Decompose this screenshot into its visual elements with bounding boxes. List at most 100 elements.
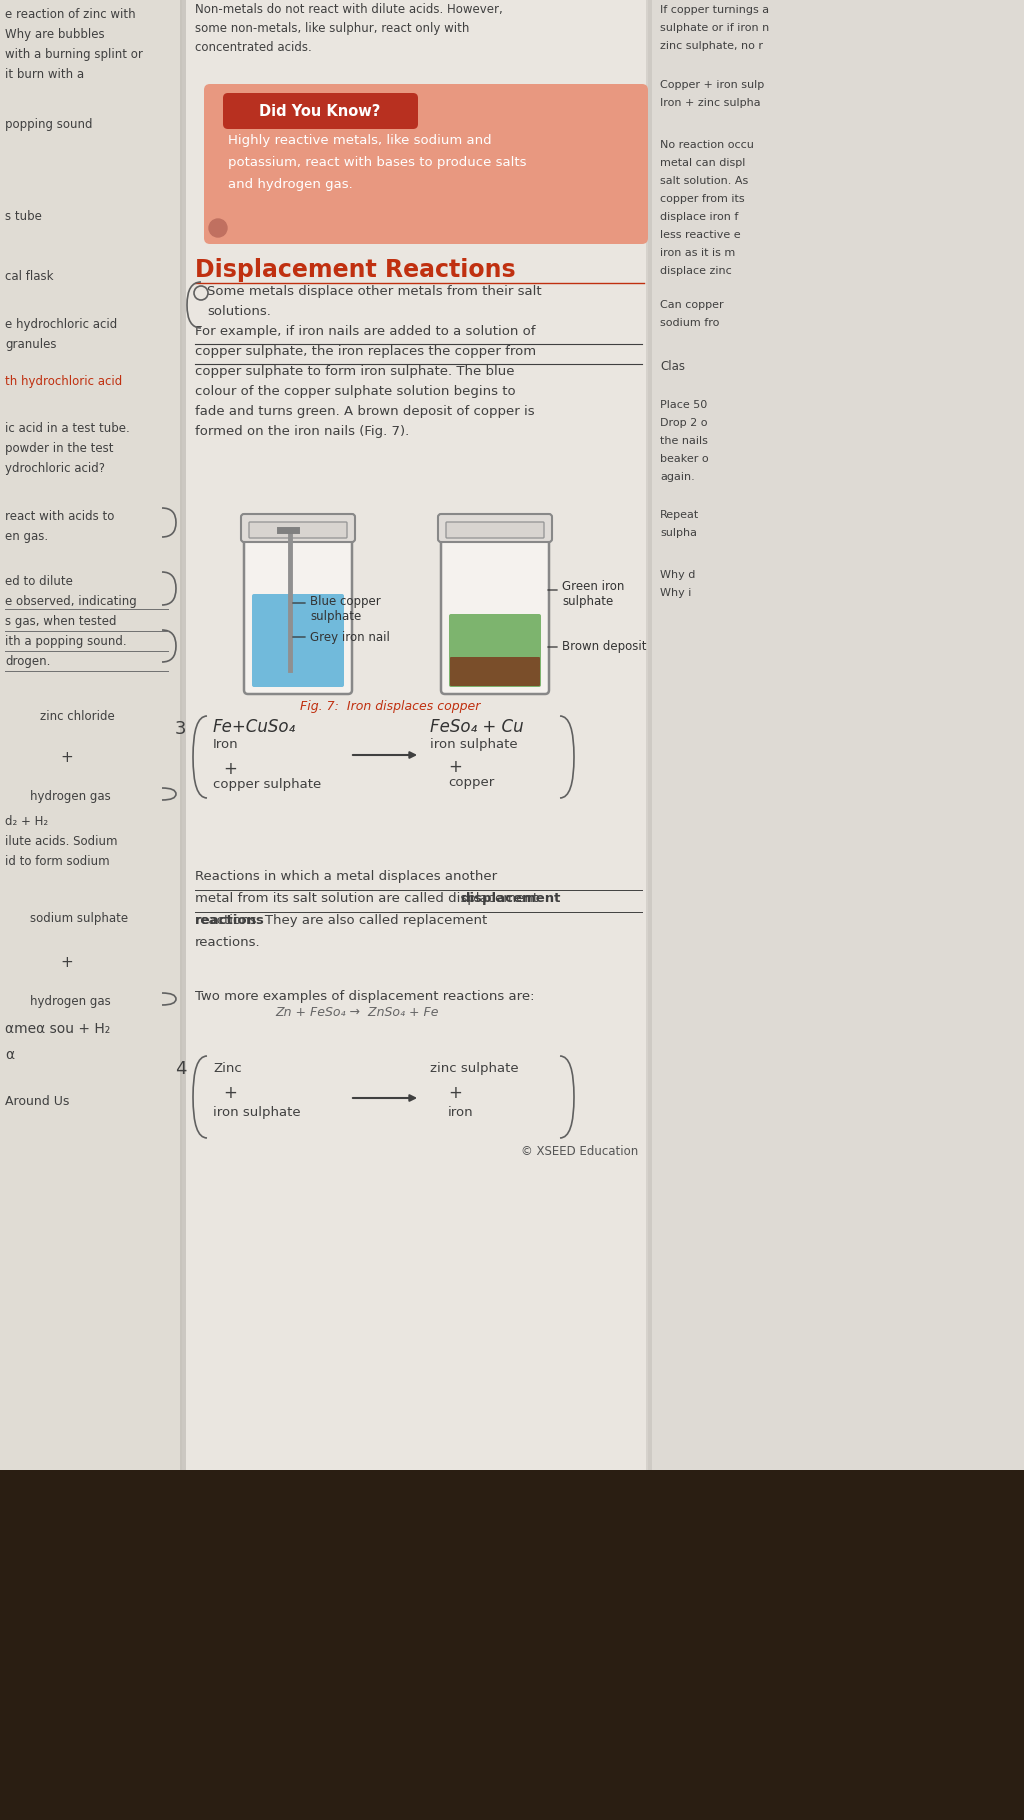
- Text: +: +: [449, 757, 462, 775]
- Text: less reactive e: less reactive e: [660, 229, 740, 240]
- Text: sulpha: sulpha: [660, 528, 697, 539]
- Text: th hydrochloric acid: th hydrochloric acid: [5, 375, 122, 388]
- FancyBboxPatch shape: [449, 613, 541, 686]
- Text: ic acid in a test tube.: ic acid in a test tube.: [5, 422, 130, 435]
- Text: powder in the test: powder in the test: [5, 442, 114, 455]
- Text: αmeα sou + H₂: αmeα sou + H₂: [5, 1023, 111, 1036]
- Text: zinc chloride: zinc chloride: [40, 710, 115, 723]
- Text: Blue copper
sulphate: Blue copper sulphate: [310, 595, 381, 622]
- Text: react with acids to: react with acids to: [5, 510, 115, 522]
- Text: d₂ + H₂: d₂ + H₂: [5, 815, 48, 828]
- Text: drogen.: drogen.: [5, 655, 50, 668]
- Text: s tube: s tube: [5, 209, 42, 224]
- Text: with a burning splint or: with a burning splint or: [5, 47, 143, 62]
- Text: iron: iron: [449, 1107, 474, 1119]
- Text: iron sulphate: iron sulphate: [213, 1107, 301, 1119]
- Text: No reaction occu: No reaction occu: [660, 140, 754, 149]
- Text: ilute acids. Sodium: ilute acids. Sodium: [5, 835, 118, 848]
- FancyBboxPatch shape: [249, 522, 347, 539]
- Text: copper sulphate, the iron replaces the copper from: copper sulphate, the iron replaces the c…: [195, 346, 537, 359]
- Text: beaker o: beaker o: [660, 453, 709, 464]
- Text: it burn with a: it burn with a: [5, 67, 84, 82]
- Text: sodium fro: sodium fro: [660, 318, 720, 328]
- Text: Iron: Iron: [213, 737, 239, 752]
- Text: If copper turnings a: If copper turnings a: [660, 5, 769, 15]
- Text: Green iron
sulphate: Green iron sulphate: [562, 581, 625, 608]
- Text: again.: again.: [660, 471, 694, 482]
- FancyBboxPatch shape: [204, 84, 648, 244]
- FancyBboxPatch shape: [180, 0, 186, 1471]
- Text: metal can displ: metal can displ: [660, 158, 745, 167]
- Text: colour of the copper sulphate solution begins to: colour of the copper sulphate solution b…: [195, 386, 516, 399]
- Text: zinc sulphate: zinc sulphate: [430, 1063, 518, 1076]
- Text: cal flask: cal flask: [5, 269, 53, 282]
- Text: Drop 2 o: Drop 2 o: [660, 419, 708, 428]
- Text: +: +: [60, 750, 73, 764]
- Text: +: +: [223, 1085, 237, 1101]
- Text: Repeat: Repeat: [660, 510, 699, 521]
- Text: +: +: [60, 956, 73, 970]
- Text: Displacement Reactions: Displacement Reactions: [195, 258, 516, 282]
- Text: Around Us: Around Us: [5, 1096, 70, 1108]
- Text: Reactions in which a metal displaces another: Reactions in which a metal displaces ano…: [195, 870, 497, 883]
- Text: Why d: Why d: [660, 570, 695, 581]
- Text: zinc sulphate, no r: zinc sulphate, no r: [660, 42, 763, 51]
- Text: displacement: displacement: [460, 892, 560, 905]
- Text: some non-metals, like sulphur, react only with: some non-metals, like sulphur, react onl…: [195, 22, 469, 35]
- Text: Did You Know?: Did You Know?: [259, 104, 381, 118]
- Text: Two more examples of displacement reactions are:: Two more examples of displacement reacti…: [195, 990, 535, 1003]
- Text: Some metals displace other metals from their salt: Some metals displace other metals from t…: [207, 286, 542, 298]
- Text: Brown deposit: Brown deposit: [562, 641, 646, 653]
- Text: copper: copper: [449, 775, 495, 790]
- Text: +: +: [449, 1085, 462, 1101]
- Circle shape: [209, 218, 227, 237]
- Text: Why are bubbles: Why are bubbles: [5, 27, 104, 42]
- Text: Zinc: Zinc: [213, 1063, 242, 1076]
- Text: reactions.: reactions.: [195, 935, 261, 948]
- Text: 3: 3: [175, 721, 186, 737]
- FancyBboxPatch shape: [182, 0, 648, 1471]
- Text: For example, if iron nails are added to a solution of: For example, if iron nails are added to …: [195, 326, 536, 339]
- Text: copper sulphate to form iron sulphate. The blue: copper sulphate to form iron sulphate. T…: [195, 366, 514, 379]
- Text: Non-metals do not react with dilute acids. However,: Non-metals do not react with dilute acid…: [195, 4, 503, 16]
- Text: © XSEED Education: © XSEED Education: [521, 1145, 638, 1158]
- Text: hydrogen gas: hydrogen gas: [30, 790, 111, 803]
- Text: displace iron f: displace iron f: [660, 211, 738, 222]
- Text: solutions.: solutions.: [207, 306, 271, 318]
- FancyBboxPatch shape: [241, 513, 355, 542]
- Text: Clas: Clas: [660, 360, 685, 373]
- Text: Fig. 7:  Iron displaces copper: Fig. 7: Iron displaces copper: [300, 701, 480, 713]
- Text: +: +: [223, 761, 237, 777]
- Text: the nails: the nails: [660, 437, 708, 446]
- Text: Can copper: Can copper: [660, 300, 724, 309]
- FancyBboxPatch shape: [244, 531, 352, 693]
- Text: ith a popping sound.: ith a popping sound.: [5, 635, 127, 648]
- Text: Iron + zinc sulpha: Iron + zinc sulpha: [660, 98, 761, 107]
- Text: metal from its salt solution are called displacement: metal from its salt solution are called …: [195, 892, 539, 905]
- FancyBboxPatch shape: [441, 531, 549, 693]
- Text: fade and turns green. A brown deposit of copper is: fade and turns green. A brown deposit of…: [195, 406, 535, 419]
- Text: FeSo₄ + Cu: FeSo₄ + Cu: [430, 719, 523, 735]
- Text: 4: 4: [175, 1059, 186, 1077]
- FancyBboxPatch shape: [252, 593, 344, 686]
- FancyBboxPatch shape: [223, 93, 418, 129]
- Text: sodium sulphate: sodium sulphate: [30, 912, 128, 925]
- Text: concentrated acids.: concentrated acids.: [195, 42, 311, 55]
- Text: Why i: Why i: [660, 588, 691, 599]
- FancyBboxPatch shape: [446, 522, 544, 539]
- Text: s gas, when tested: s gas, when tested: [5, 615, 117, 628]
- Text: Zn + FeSo₄ →  ZnSo₄ + Fe: Zn + FeSo₄ → ZnSo₄ + Fe: [275, 1006, 438, 1019]
- Text: sulphate or if iron n: sulphate or if iron n: [660, 24, 769, 33]
- Text: potassium, react with bases to produce salts: potassium, react with bases to produce s…: [228, 157, 526, 169]
- Text: copper from its: copper from its: [660, 195, 744, 204]
- FancyBboxPatch shape: [0, 1471, 1024, 1820]
- Text: Grey iron nail: Grey iron nail: [310, 632, 390, 644]
- Text: salt solution. As: salt solution. As: [660, 177, 749, 186]
- Text: popping sound: popping sound: [5, 118, 92, 131]
- Text: reactions: reactions: [195, 914, 265, 926]
- Text: iron as it is m: iron as it is m: [660, 248, 735, 258]
- Text: and hydrogen gas.: and hydrogen gas.: [228, 178, 352, 191]
- Text: formed on the iron nails (Fig. 7).: formed on the iron nails (Fig. 7).: [195, 426, 410, 439]
- Text: en gas.: en gas.: [5, 530, 48, 542]
- Text: e reaction of zinc with: e reaction of zinc with: [5, 7, 135, 22]
